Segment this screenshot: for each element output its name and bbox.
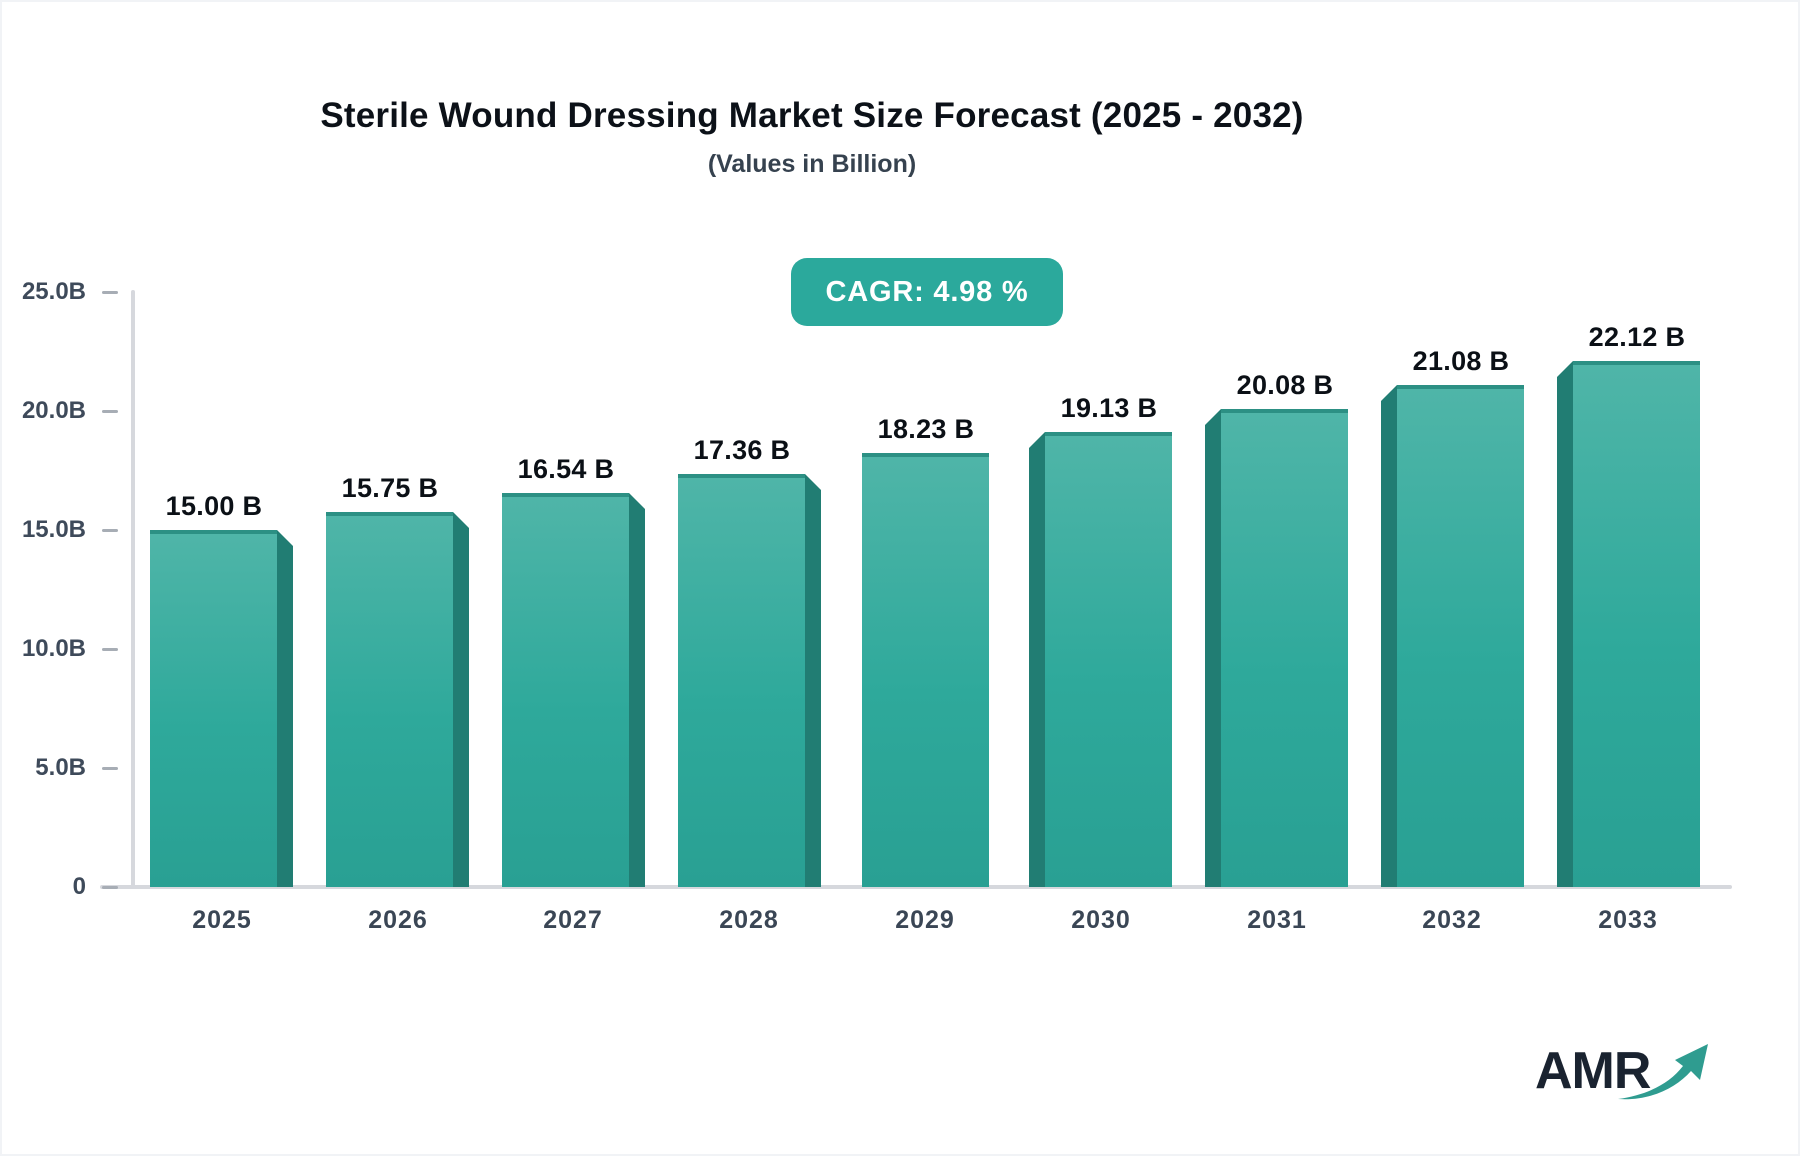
x-tick-label: 2033: [1598, 906, 1658, 934]
bar-value-label: 15.00 B: [165, 491, 263, 521]
bar-front-face: [150, 530, 277, 887]
bar-value-label: 22.12 B: [1588, 322, 1686, 352]
bar-value-label: 18.23 B: [877, 414, 975, 444]
bar-2027: [502, 493, 645, 887]
bar-front-face: [1221, 409, 1348, 887]
amr-logo-text: AMR: [1535, 1042, 1651, 1100]
bar-front-face: [1045, 432, 1172, 887]
bar-front-face: [326, 512, 453, 887]
bar-front-face: [678, 474, 805, 887]
y-tick-mark: [102, 886, 118, 889]
x-tick-label: 2031: [1247, 906, 1307, 934]
bar-2026: [326, 512, 469, 887]
y-tick-mark: [102, 767, 118, 770]
bar-front-face: [502, 493, 629, 887]
y-tick-label: 20.0B: [21, 397, 86, 424]
x-tick-label: 2029: [895, 906, 955, 934]
bar-value-label: 15.75 B: [341, 473, 439, 503]
chart-subtitle: (Values in Billion): [707, 150, 917, 178]
bar-value-label: 16.54 B: [517, 454, 615, 484]
y-tick-label: 5.0B: [35, 754, 86, 781]
y-tick-mark: [102, 529, 118, 532]
y-tick-label: 25.0B: [21, 278, 86, 305]
bar-2033: [1557, 361, 1700, 887]
bar-value-label: 21.08 B: [1412, 346, 1510, 376]
bar-front-face: [1397, 385, 1524, 887]
y-tick-mark: [102, 291, 118, 294]
bar-side-face: [1557, 361, 1573, 887]
x-axis-line: [100, 885, 1732, 889]
y-tick-mark: [102, 410, 118, 413]
bar-side-face: [277, 530, 293, 887]
x-tick-label: 2027: [543, 906, 603, 934]
x-tick-label: 2026: [368, 906, 428, 934]
bar-side-face: [1029, 432, 1045, 887]
y-tick-label: 0: [72, 873, 86, 900]
bar-side-face: [805, 474, 821, 887]
bar-2031: [1205, 409, 1348, 887]
x-tick-label: 2030: [1071, 906, 1131, 934]
x-tick-label: 2032: [1422, 906, 1482, 934]
cagr-badge-label: CAGR: 4.98 %: [825, 275, 1029, 308]
bar-side-face: [453, 512, 469, 887]
bar-2025: [150, 530, 293, 887]
bar-2030: [1029, 432, 1172, 887]
x-tick-label: 2028: [719, 906, 779, 934]
bar-side-face: [1381, 385, 1397, 887]
bar-2028: [678, 474, 821, 887]
bar-2032: [1381, 385, 1524, 887]
bar-front-face: [1573, 361, 1700, 887]
growth-arrow-icon: [1618, 1044, 1708, 1100]
bar-front-face: [862, 453, 989, 887]
y-axis-line: [131, 290, 135, 889]
amr-logo: AMR: [1535, 1040, 1715, 1110]
x-tick-label: 2025: [192, 906, 252, 934]
cagr-badge: CAGR: 4.98 %: [791, 258, 1063, 326]
bar-side-face: [629, 493, 645, 887]
y-tick-label: 10.0B: [21, 635, 86, 662]
bar-2029: [862, 453, 989, 887]
bar-value-label: 19.13 B: [1060, 393, 1158, 423]
y-tick-label: 15.0B: [21, 516, 86, 543]
bar-value-label: 17.36 B: [693, 435, 791, 465]
chart-title: Sterile Wound Dressing Market Size Forec…: [320, 96, 1304, 135]
bar-side-face: [1205, 409, 1221, 887]
bar-value-label: 20.08 B: [1236, 370, 1334, 400]
y-tick-mark: [102, 648, 118, 651]
